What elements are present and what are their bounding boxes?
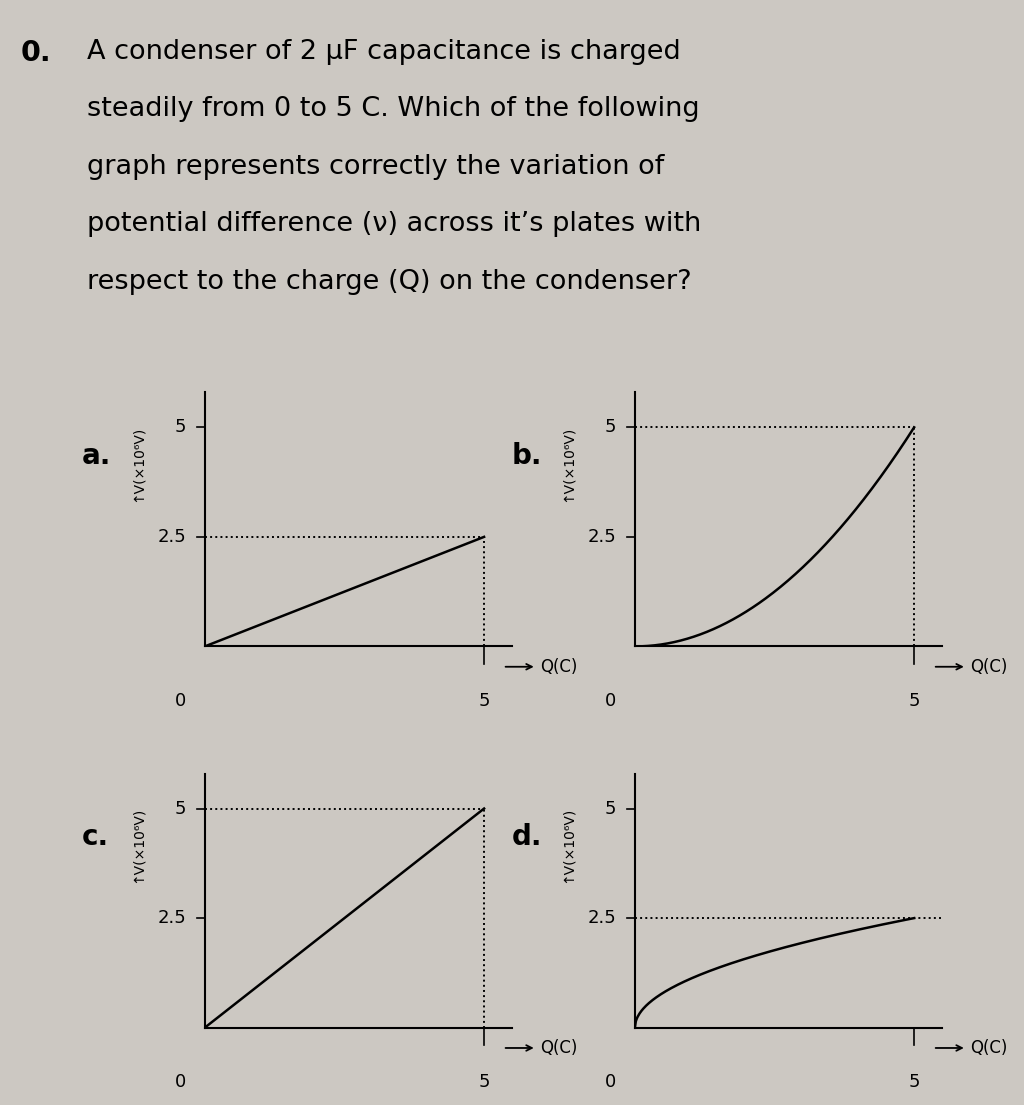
Text: ↑V(×10⁶V): ↑V(×10⁶V): [130, 807, 144, 883]
Text: 2.5: 2.5: [158, 528, 186, 546]
Text: 0: 0: [175, 692, 185, 711]
Text: Q(C): Q(C): [540, 657, 577, 676]
Text: 0: 0: [605, 1073, 615, 1092]
Text: Q(C): Q(C): [970, 1039, 1007, 1057]
Text: 5: 5: [908, 1073, 920, 1092]
Text: 0.: 0.: [20, 39, 51, 66]
Text: 0: 0: [605, 692, 615, 711]
Text: 5: 5: [175, 419, 186, 436]
Text: graph represents correctly the variation of: graph represents correctly the variation…: [87, 154, 665, 180]
Text: 5: 5: [478, 1073, 489, 1092]
Text: 0: 0: [175, 1073, 185, 1092]
Text: 2.5: 2.5: [588, 909, 616, 927]
Text: 5: 5: [605, 800, 616, 818]
Text: 2.5: 2.5: [588, 528, 616, 546]
Text: ↑V(×10⁶V): ↑V(×10⁶V): [560, 425, 574, 502]
Text: Q(C): Q(C): [540, 1039, 577, 1057]
Text: c.: c.: [82, 823, 109, 851]
Text: a.: a.: [82, 442, 112, 470]
Text: b.: b.: [512, 442, 543, 470]
Text: respect to the charge (Q) on the condenser?: respect to the charge (Q) on the condens…: [87, 269, 691, 295]
Text: potential difference (ν) across it’s plates with: potential difference (ν) across it’s pla…: [87, 211, 701, 238]
Text: A condenser of 2 μF capacitance is charged: A condenser of 2 μF capacitance is charg…: [87, 39, 681, 65]
Text: 5: 5: [908, 692, 920, 711]
Text: ↑V(×10⁶V): ↑V(×10⁶V): [560, 807, 574, 883]
Text: 2.5: 2.5: [158, 909, 186, 927]
Text: steadily from 0 to 5 C. Which of the following: steadily from 0 to 5 C. Which of the fol…: [87, 96, 699, 123]
Text: 5: 5: [605, 419, 616, 436]
Text: 5: 5: [175, 800, 186, 818]
Text: d.: d.: [512, 823, 543, 851]
Text: ↑V(×10⁶V): ↑V(×10⁶V): [130, 425, 144, 502]
Text: 5: 5: [478, 692, 489, 711]
Text: Q(C): Q(C): [970, 657, 1007, 676]
